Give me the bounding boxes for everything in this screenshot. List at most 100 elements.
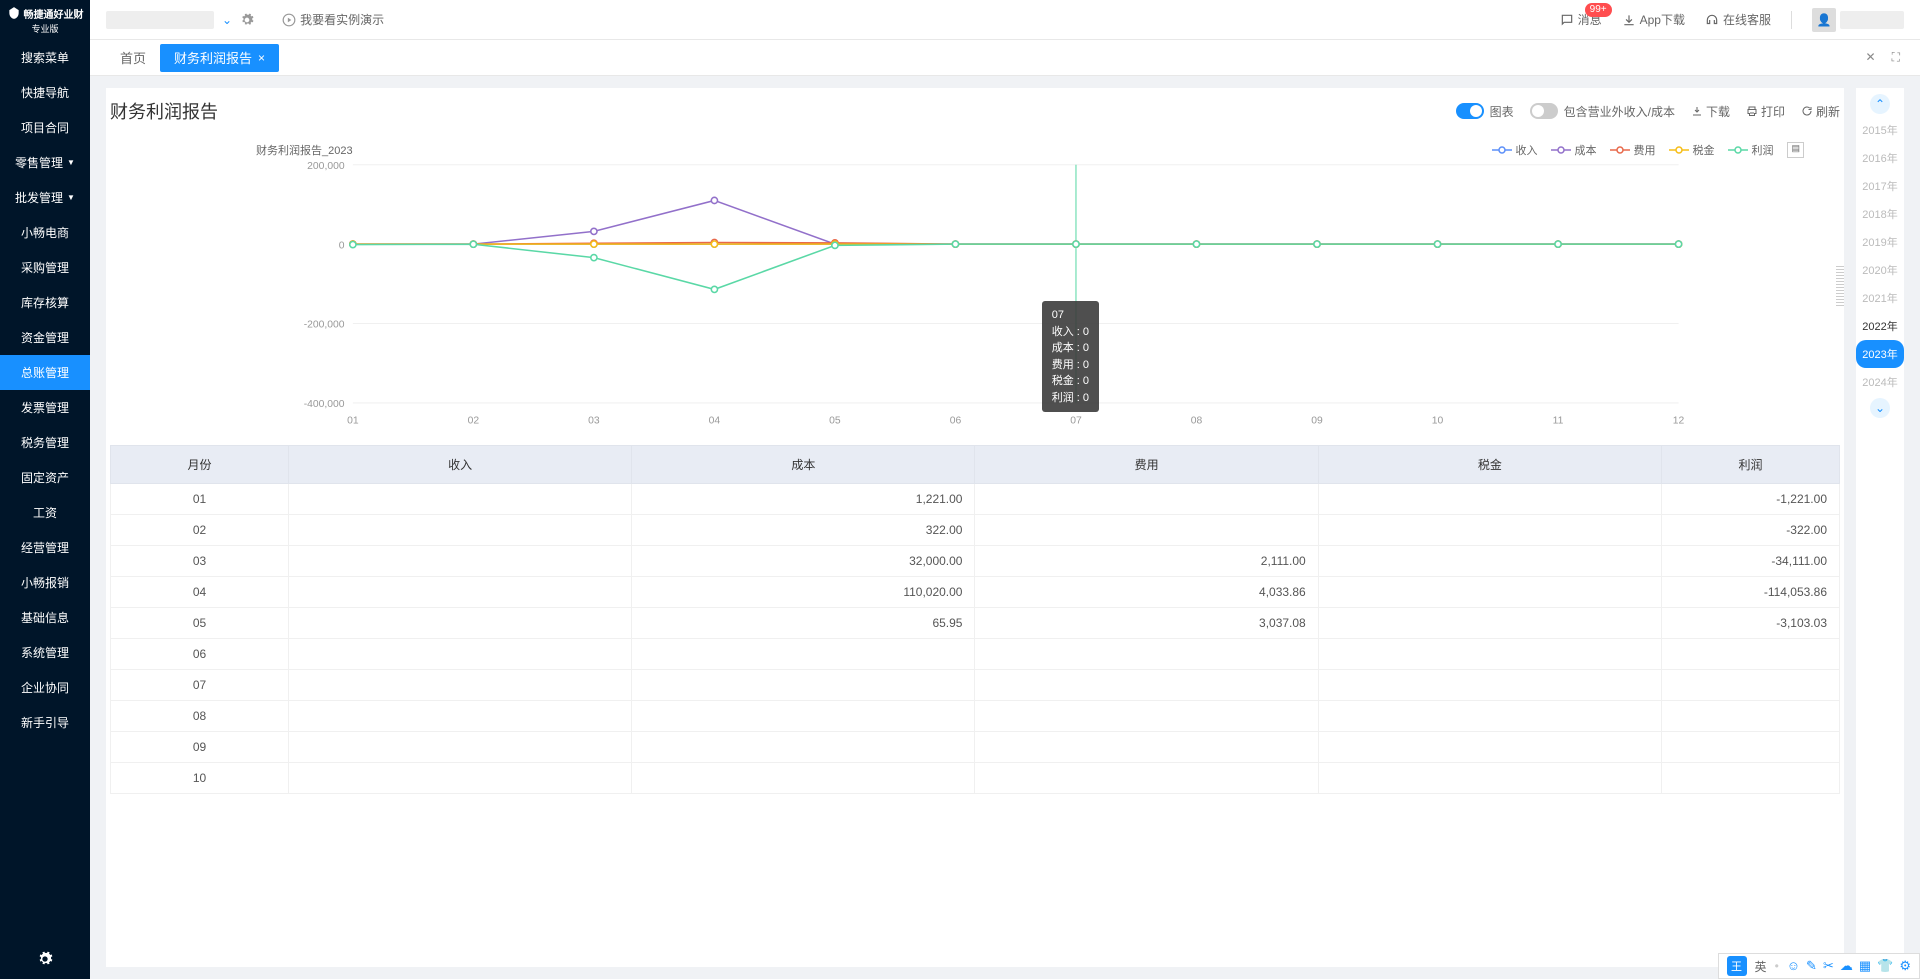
sidebar-item-2[interactable]: 项目合同 — [0, 110, 90, 145]
table-row[interactable]: 10 — [111, 763, 1840, 794]
close-icon[interactable]: × — [258, 51, 265, 65]
refresh-button[interactable]: 刷新 — [1801, 103, 1840, 120]
avatar-icon: 👤 — [1812, 8, 1836, 32]
sidebar-item-12[interactable]: 固定资产 — [0, 460, 90, 495]
legend-item[interactable]: 收入 — [1492, 142, 1537, 158]
svg-text:-400,000: -400,000 — [304, 399, 345, 410]
svg-text:09: 09 — [1311, 416, 1323, 427]
year-prev[interactable]: ⌃ — [1870, 94, 1890, 114]
sidebar-item-10[interactable]: 发票管理 — [0, 390, 90, 425]
user-menu[interactable]: 👤 xxxx — [1812, 8, 1904, 32]
tab-home[interactable]: 首页 — [106, 44, 160, 72]
col-header: 成本 — [632, 446, 975, 484]
sidebar-item-14[interactable]: 经营管理 — [0, 530, 90, 565]
sidebar-item-0[interactable]: 搜索菜单 — [0, 40, 90, 75]
data-table: 月份收入成本费用税金利润011,221.00-1,221.0002322.00-… — [106, 445, 1844, 967]
refresh-icon — [1801, 105, 1813, 117]
brand-logo[interactable]: 畅捷通好业财 专业版 — [0, 0, 90, 40]
sidebar-item-19[interactable]: 新手引导 — [0, 705, 90, 740]
year-item[interactable]: 2016年 — [1856, 144, 1903, 172]
chart-tooltip: 07收入 : 0成本 : 0费用 : 0税金 : 0利润 : 0 — [1042, 301, 1099, 412]
table-row[interactable]: 011,221.00-1,221.00 — [111, 484, 1840, 515]
year-item[interactable]: 2021年 — [1856, 284, 1903, 312]
sidebar-item-7[interactable]: 库存核算 — [0, 285, 90, 320]
table-row[interactable]: 07 — [111, 670, 1840, 701]
table-row[interactable]: 04110,020.004,033.86-114,053.86 — [111, 577, 1840, 608]
svg-text:200,000: 200,000 — [307, 161, 345, 172]
ime-tools[interactable]: ☺✎✂☁▦👕⚙ — [1787, 958, 1911, 974]
table-row[interactable]: 09 — [111, 732, 1840, 763]
sidebar-item-9[interactable]: 总账管理 — [0, 355, 90, 390]
sidebar-item-8[interactable]: 资金管理 — [0, 320, 90, 355]
col-header: 税金 — [1318, 446, 1661, 484]
year-next[interactable]: ⌄ — [1870, 398, 1890, 418]
year-item[interactable]: 2015年 — [1856, 116, 1903, 144]
download-button[interactable]: 下载 — [1691, 103, 1730, 120]
print-button[interactable]: 打印 — [1746, 103, 1785, 120]
year-item[interactable]: 2017年 — [1856, 172, 1903, 200]
toggle-chart[interactable] — [1456, 103, 1484, 119]
ime-bar[interactable]: 王 英 • ☺✎✂☁▦👕⚙ — [1718, 953, 1920, 979]
tab-profit-report[interactable]: 财务利润报告 × — [160, 44, 279, 72]
legend-expand-icon[interactable]: ▤ — [1787, 142, 1804, 158]
sidebar-item-11[interactable]: 税务管理 — [0, 425, 90, 460]
sidebar-item-1[interactable]: 快捷导航 — [0, 75, 90, 110]
sidebar-item-18[interactable]: 企业协同 — [0, 670, 90, 705]
chart-resize-handle[interactable] — [1836, 266, 1844, 306]
sidebar-item-3[interactable]: 零售管理▼ — [0, 145, 90, 180]
svg-text:06: 06 — [950, 416, 962, 427]
col-header: 利润 — [1661, 446, 1839, 484]
topbar: xxxxxxxx ⌄ 我要看实例演示 消息 99+ App下载 — [90, 0, 1920, 40]
line-chart[interactable]: -400,000-200,0000200,0000102030405060708… — [166, 144, 1824, 434]
sidebar-item-17[interactable]: 系统管理 — [0, 635, 90, 670]
legend-item[interactable]: 费用 — [1610, 142, 1655, 158]
sidebar-item-13[interactable]: 工资 — [0, 495, 90, 530]
sidebar-item-6[interactable]: 采购管理 — [0, 250, 90, 285]
legend-item[interactable]: 利润 — [1728, 142, 1773, 158]
svg-text:11: 11 — [1553, 416, 1564, 427]
chart-title: 财务利润报告_2023 — [256, 142, 353, 158]
service-button[interactable]: 在线客服 — [1705, 11, 1771, 28]
svg-text:08: 08 — [1191, 416, 1203, 427]
message-button[interactable]: 消息 99+ — [1560, 11, 1602, 28]
demo-label: 我要看实例演示 — [300, 11, 384, 28]
message-icon — [1560, 13, 1574, 27]
tab-close-all[interactable]: ✕ — [1862, 46, 1880, 69]
table-row[interactable]: 08 — [111, 701, 1840, 732]
table-row[interactable]: 06 — [111, 639, 1840, 670]
year-item[interactable]: 2024年 — [1856, 368, 1903, 396]
ime-brand-icon: 王 — [1727, 956, 1747, 976]
message-badge: 99+ — [1585, 3, 1612, 17]
headset-icon — [1705, 13, 1719, 27]
table-row[interactable]: 0332,000.002,111.00-34,111.00 — [111, 546, 1840, 577]
year-item[interactable]: 2020年 — [1856, 256, 1903, 284]
year-item[interactable]: 2022年 — [1856, 312, 1903, 340]
brand-edition: 专业版 — [31, 22, 58, 35]
tab-fullscreen[interactable]: ⛶ — [1888, 46, 1904, 69]
sidebar-settings[interactable] — [37, 939, 53, 979]
ime-lang[interactable]: 英 — [1755, 958, 1767, 975]
demo-link[interactable]: 我要看实例演示 — [282, 11, 384, 28]
sidebar-item-5[interactable]: 小畅电商 — [0, 215, 90, 250]
gear-icon[interactable] — [240, 13, 254, 27]
download-button[interactable]: App下载 — [1622, 11, 1685, 28]
year-item[interactable]: 2023年 — [1856, 340, 1903, 368]
sidebar-item-15[interactable]: 小畅报销 — [0, 565, 90, 600]
chevron-down-icon: ▼ — [67, 158, 75, 167]
page-title: 财务利润报告 — [110, 98, 218, 124]
table-row[interactable]: 02322.00-322.00 — [111, 515, 1840, 546]
legend-item[interactable]: 税金 — [1669, 142, 1714, 158]
legend-item[interactable]: 成本 — [1551, 142, 1596, 158]
table-row[interactable]: 0565.953,037.08-3,103.03 — [111, 608, 1840, 639]
print-icon — [1746, 105, 1758, 117]
toggle-extra-income[interactable] — [1530, 103, 1558, 119]
sidebar-item-16[interactable]: 基础信息 — [0, 600, 90, 635]
year-item[interactable]: 2018年 — [1856, 200, 1903, 228]
chart-area: 财务利润报告_2023 收入成本费用税金利润▤ -400,000-200,000… — [106, 136, 1844, 445]
org-selector[interactable]: xxxxxxxx ⌄ — [106, 11, 254, 29]
sidebar-item-4[interactable]: 批发管理▼ — [0, 180, 90, 215]
col-header: 月份 — [111, 446, 289, 484]
year-item[interactable]: 2019年 — [1856, 228, 1903, 256]
sidebar: 畅捷通好业财 专业版 搜索菜单快捷导航项目合同零售管理▼批发管理▼小畅电商采购管… — [0, 0, 90, 979]
svg-text:01: 01 — [347, 416, 359, 427]
